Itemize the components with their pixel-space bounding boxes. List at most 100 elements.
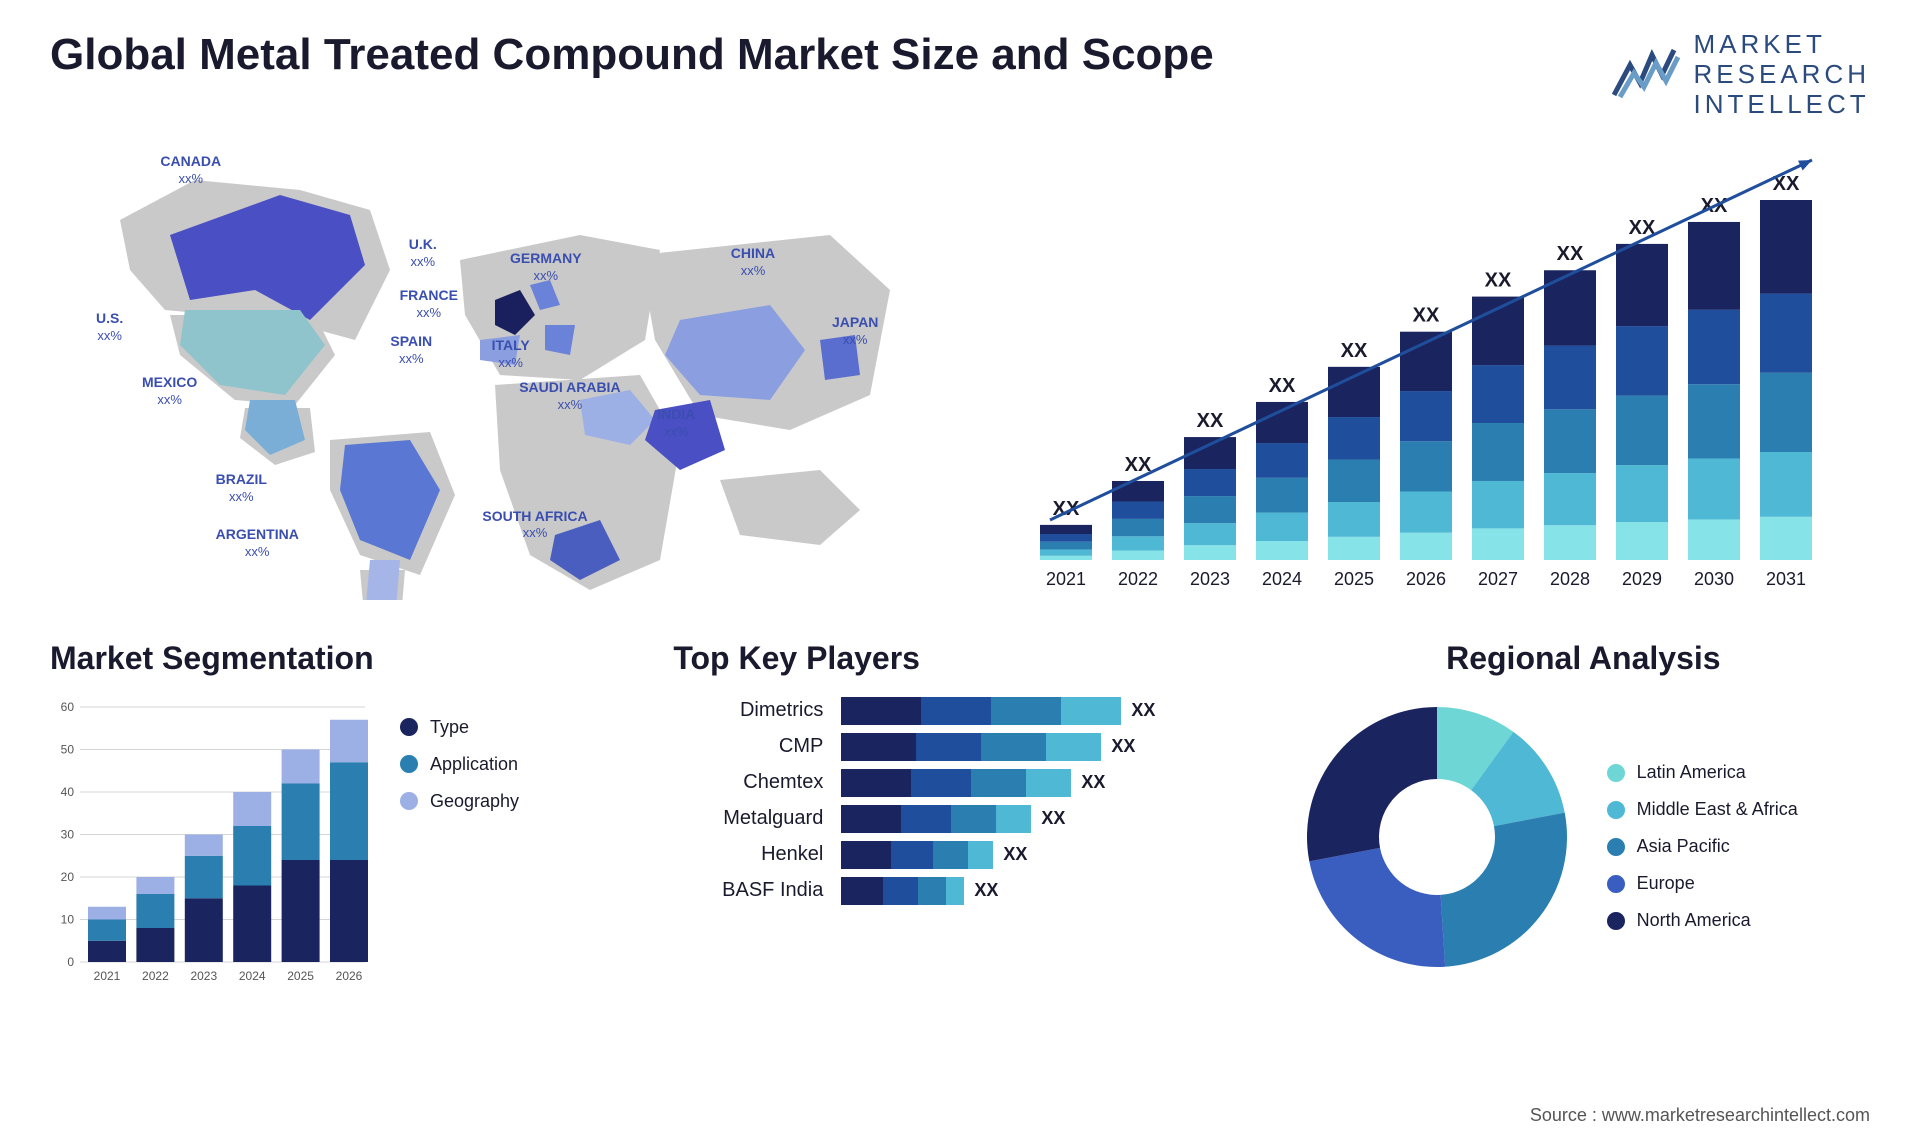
player-bar-seg bbox=[921, 697, 991, 725]
player-bar-seg bbox=[891, 841, 933, 869]
svg-text:60: 60 bbox=[61, 700, 75, 714]
player-bar-seg bbox=[901, 805, 951, 833]
legend-swatch bbox=[400, 755, 418, 773]
map-label-canada: CANADAxx% bbox=[160, 153, 221, 187]
players-list: DimetricsXXCMPXXChemtexXXMetalguardXXHen… bbox=[673, 697, 1246, 905]
player-bar-seg bbox=[1061, 697, 1121, 725]
svg-text:2024: 2024 bbox=[239, 969, 266, 983]
player-name: Chemtex bbox=[673, 771, 823, 794]
page-title: Global Metal Treated Compound Market Siz… bbox=[50, 30, 1214, 80]
svg-text:0: 0 bbox=[67, 955, 74, 969]
seg-legend-geography: Geography bbox=[400, 791, 519, 812]
player-bar bbox=[841, 769, 1071, 797]
svg-text:XX: XX bbox=[1557, 243, 1584, 265]
svg-text:2021: 2021 bbox=[94, 969, 121, 983]
svg-text:XX: XX bbox=[1485, 269, 1512, 291]
svg-text:50: 50 bbox=[61, 742, 75, 756]
svg-text:2027: 2027 bbox=[1478, 569, 1518, 589]
svg-text:2026: 2026 bbox=[336, 969, 363, 983]
player-bar-seg bbox=[841, 733, 916, 761]
svg-text:30: 30 bbox=[61, 827, 75, 841]
player-bar-seg bbox=[951, 805, 996, 833]
svg-text:2029: 2029 bbox=[1622, 569, 1662, 589]
player-bar-wrap: XX bbox=[841, 877, 998, 905]
key-players-panel: Top Key Players DimetricsXXCMPXXChemtexX… bbox=[673, 640, 1246, 1020]
player-value: XX bbox=[1041, 808, 1065, 829]
player-bar-seg bbox=[911, 769, 971, 797]
player-bar-seg bbox=[933, 841, 968, 869]
svg-text:2022: 2022 bbox=[142, 969, 169, 983]
svg-text:2030: 2030 bbox=[1694, 569, 1734, 589]
seg-legend-type: Type bbox=[400, 717, 519, 738]
region-legend-latin-america: Latin America bbox=[1607, 762, 1798, 783]
map-label-saudi-arabia: SAUDI ARABIAxx% bbox=[519, 379, 620, 413]
legend-swatch bbox=[1607, 875, 1625, 893]
player-row-dimetrics: Dimetrics XX bbox=[673, 697, 1246, 725]
logo-line2: RESEARCH bbox=[1694, 60, 1870, 90]
segmentation-title: Market Segmentation bbox=[50, 640, 623, 677]
segmentation-chart: 0102030405060202120222023202420252026 bbox=[50, 697, 370, 987]
logo-icon bbox=[1612, 45, 1682, 105]
svg-text:2031: 2031 bbox=[1766, 569, 1806, 589]
player-bar-seg bbox=[1026, 769, 1071, 797]
map-label-spain: SPAINxx% bbox=[390, 333, 432, 367]
player-bar bbox=[841, 877, 964, 905]
legend-label: Latin America bbox=[1637, 762, 1746, 783]
player-bar-wrap: XX bbox=[841, 805, 1065, 833]
player-bar-wrap: XX bbox=[841, 841, 1027, 869]
player-value: XX bbox=[1081, 772, 1105, 793]
player-name: Henkel bbox=[673, 843, 823, 866]
player-bar-seg bbox=[1046, 733, 1101, 761]
player-name: Dimetrics bbox=[673, 699, 823, 722]
player-bar bbox=[841, 733, 1101, 761]
player-name: BASF India bbox=[673, 879, 823, 902]
map-label-u.k.: U.K.xx% bbox=[409, 236, 437, 270]
legend-swatch bbox=[1607, 764, 1625, 782]
svg-text:XX: XX bbox=[1413, 304, 1440, 326]
map-label-france: FRANCExx% bbox=[400, 287, 458, 321]
player-bar-seg bbox=[841, 877, 883, 905]
player-bar-seg bbox=[841, 805, 901, 833]
legend-swatch bbox=[400, 718, 418, 736]
player-bar-wrap: XX bbox=[841, 697, 1155, 725]
player-name: CMP bbox=[673, 735, 823, 758]
logo-line1: MARKET bbox=[1694, 30, 1870, 60]
player-bar-seg bbox=[996, 805, 1031, 833]
legend-label: Europe bbox=[1637, 873, 1695, 894]
growth-chart: XX2021XX2022XX2023XX2024XX2025XX2026XX20… bbox=[1010, 140, 1870, 600]
svg-text:XX: XX bbox=[1197, 410, 1224, 432]
logo-line3: INTELLECT bbox=[1694, 90, 1870, 120]
player-bar-seg bbox=[946, 877, 964, 905]
player-value: XX bbox=[974, 880, 998, 901]
world-map: CANADAxx%U.S.xx%MEXICOxx%BRAZILxx%ARGENT… bbox=[50, 140, 970, 600]
legend-label: Asia Pacific bbox=[1637, 836, 1730, 857]
regional-panel: Regional Analysis Latin AmericaMiddle Ea… bbox=[1297, 640, 1870, 1020]
map-label-u.s.: U.S.xx% bbox=[96, 310, 123, 344]
svg-text:2026: 2026 bbox=[1406, 569, 1446, 589]
svg-text:2024: 2024 bbox=[1262, 569, 1302, 589]
svg-text:10: 10 bbox=[61, 912, 75, 926]
player-value: XX bbox=[1111, 736, 1135, 757]
svg-text:2023: 2023 bbox=[1190, 569, 1230, 589]
legend-swatch bbox=[1607, 838, 1625, 856]
region-legend-asia-pacific: Asia Pacific bbox=[1607, 836, 1798, 857]
svg-text:2025: 2025 bbox=[1334, 569, 1374, 589]
region-legend-europe: Europe bbox=[1607, 873, 1798, 894]
player-bar-wrap: XX bbox=[841, 733, 1135, 761]
player-bar-seg bbox=[841, 697, 921, 725]
player-value: XX bbox=[1003, 844, 1027, 865]
segmentation-panel: Market Segmentation 01020304050602021202… bbox=[50, 640, 623, 1020]
legend-swatch bbox=[1607, 912, 1625, 930]
player-bar bbox=[841, 841, 993, 869]
legend-swatch bbox=[1607, 801, 1625, 819]
map-label-argentina: ARGENTINAxx% bbox=[216, 526, 299, 560]
player-bar-seg bbox=[991, 697, 1061, 725]
player-row-basf-india: BASF India XX bbox=[673, 877, 1246, 905]
player-bar-wrap: XX bbox=[841, 769, 1105, 797]
map-label-china: CHINAxx% bbox=[731, 245, 775, 279]
region-legend-middle-east-africa: Middle East & Africa bbox=[1607, 799, 1798, 820]
svg-text:2022: 2022 bbox=[1118, 569, 1158, 589]
player-row-henkel: Henkel XX bbox=[673, 841, 1246, 869]
player-bar-seg bbox=[971, 769, 1026, 797]
player-row-cmp: CMP XX bbox=[673, 733, 1246, 761]
